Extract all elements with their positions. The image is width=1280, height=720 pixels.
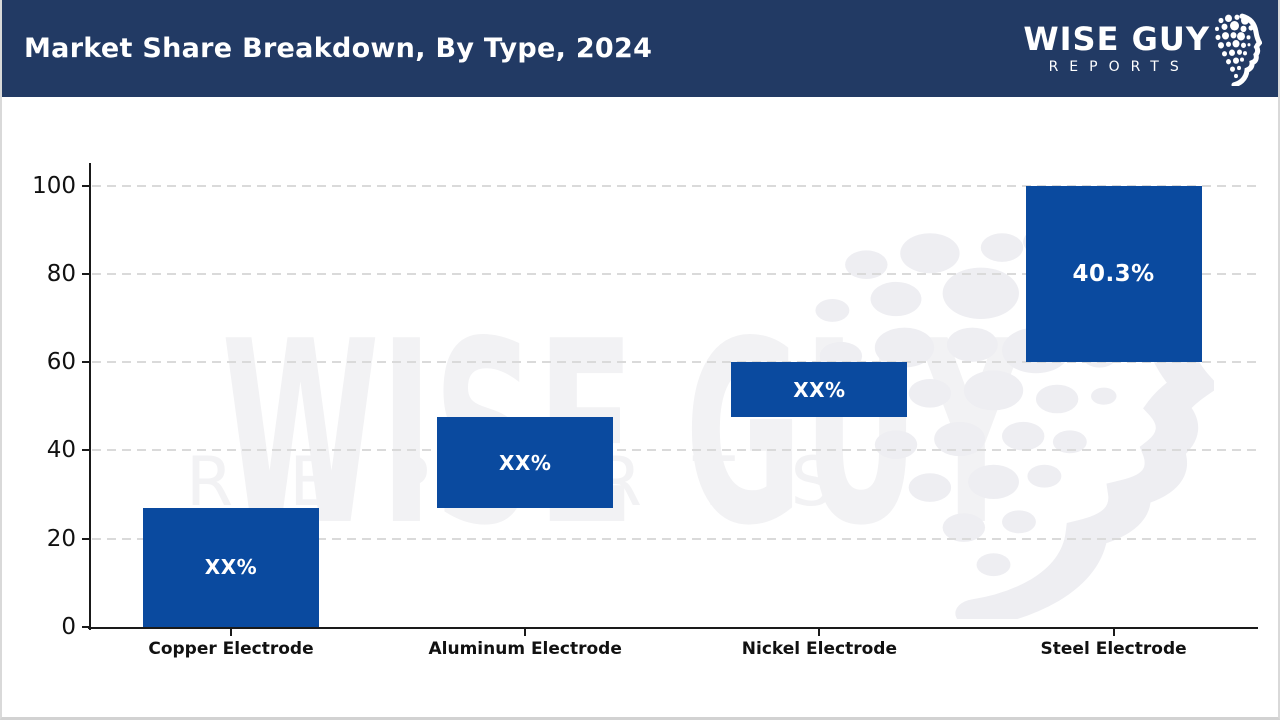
y-axis-tick-80	[82, 272, 90, 275]
bar-aluminum-electrode: XX%	[437, 417, 614, 508]
y-tick-label-40: 40	[46, 437, 76, 464]
x-axis-tick-1	[524, 629, 527, 636]
bar-copper-electrode: XX%	[143, 507, 319, 627]
wiseguy-head-icon	[1215, 13, 1262, 86]
category-label-3: Steel Electrode	[1040, 639, 1187, 659]
y-axis-spine	[89, 163, 91, 630]
gridline-80	[92, 272, 1258, 275]
x-axis-tick-0	[230, 629, 232, 636]
bar-value-label: XX%	[204, 555, 258, 580]
y-axis-tick-100	[82, 184, 90, 187]
logo-subtitle: REPORTS	[1048, 58, 1190, 75]
x-axis-spine	[88, 627, 1258, 629]
bar-steel-electrode: 40.3%	[1025, 185, 1202, 363]
category-label-2: Nickel Electrode	[741, 639, 897, 659]
gridline-40	[92, 449, 1258, 452]
y-tick-label-0: 0	[61, 614, 76, 640]
category-label-0: Copper Electrode	[148, 639, 314, 659]
x-axis-tick-3	[1112, 629, 1115, 636]
gridline-100	[92, 184, 1258, 187]
logo-text: WISE GUY REPORTS	[1023, 23, 1210, 75]
x-axis-tick-2	[818, 629, 821, 636]
header-band: Market Share Breakdown, By Type, 2024 WI…	[2, 0, 1278, 97]
wiseguy-logo: WISE GUY REPORTS	[1023, 12, 1262, 86]
y-tick-label-100: 100	[32, 172, 76, 199]
y-axis-tick-0	[82, 626, 90, 628]
y-tick-label-60: 60	[46, 349, 76, 376]
y-axis-tick-40	[82, 449, 90, 452]
bar-value-label: XX%	[498, 450, 552, 475]
bar-value-label: 40.3%	[1072, 260, 1155, 287]
y-axis-tick-20	[82, 537, 90, 540]
bar-nickel-electrode: XX%	[731, 362, 908, 418]
chart-title: Market Share Breakdown, By Type, 2024	[24, 33, 653, 64]
category-label-1: Aluminum Electrode	[428, 639, 622, 659]
y-tick-label-20: 20	[46, 525, 76, 552]
y-tick-label-80: 80	[46, 260, 76, 287]
y-axis-tick-60	[82, 361, 90, 364]
gridline-20	[92, 537, 1258, 540]
bar-value-label: XX%	[793, 377, 846, 402]
gridline-60	[92, 361, 1258, 364]
logo-wordmark: WISE GUY	[1023, 19, 1210, 58]
